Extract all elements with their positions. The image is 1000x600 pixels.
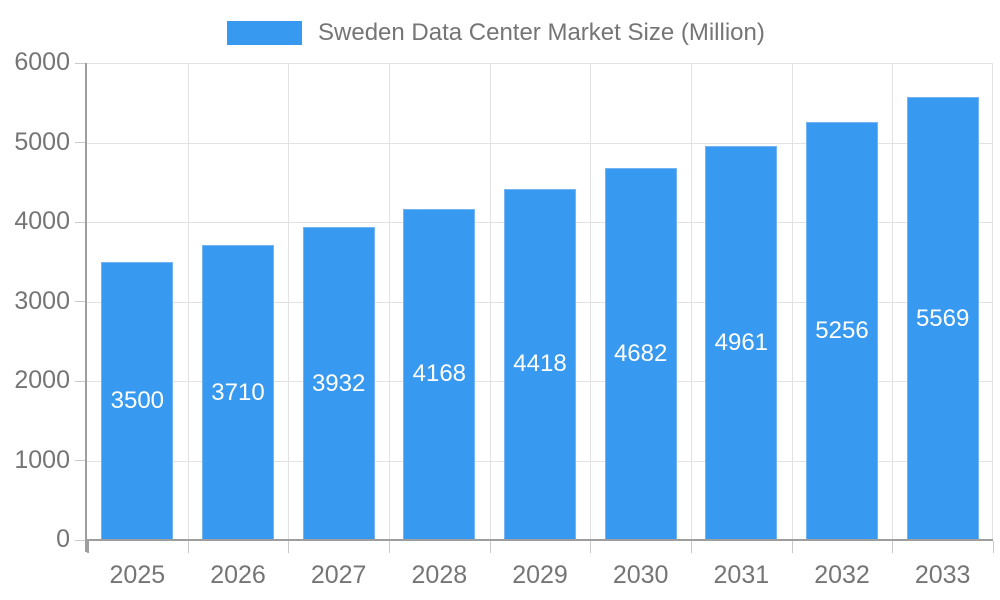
bar-value-label: 4168 [412, 360, 467, 388]
bar: 5569 [906, 97, 979, 540]
gridline-vertical [489, 63, 491, 540]
bar: 4682 [604, 167, 677, 540]
y-tick-mark [75, 380, 87, 382]
x-tick-mark [288, 541, 290, 553]
x-tick-label: 2032 [814, 561, 870, 589]
legend-label[interactable]: Sweden Data Center Market Size (Million) [318, 19, 765, 46]
x-tick-label: 2026 [210, 561, 266, 589]
bar-value-label: 3710 [211, 378, 265, 406]
y-tick-label: 0 [56, 525, 70, 553]
gridline-vertical [992, 63, 993, 540]
y-tick-label: 2000 [14, 366, 70, 394]
bar: 3932 [302, 227, 375, 540]
x-tick-mark [489, 541, 491, 553]
bar: 3710 [202, 245, 274, 540]
bar: 4168 [403, 208, 476, 540]
bar: 3500 [101, 261, 174, 540]
bar-value-label: 5569 [915, 304, 970, 332]
bar: 4961 [705, 145, 778, 540]
x-tick-mark [993, 541, 994, 553]
gridline-vertical [892, 63, 894, 540]
bar-value-label: 4961 [714, 328, 769, 356]
x-tick-mark [590, 541, 592, 553]
legend-swatch[interactable] [227, 21, 302, 45]
gridline-vertical [288, 63, 290, 540]
bar-value-label: 3932 [311, 369, 366, 397]
y-tick-mark [75, 62, 87, 64]
gridline-vertical [590, 63, 592, 540]
bar: 4418 [504, 188, 576, 540]
y-tick-label: 1000 [14, 445, 70, 474]
y-axis-line [85, 63, 87, 552]
gridline-vertical [389, 63, 390, 540]
x-tick-mark [187, 541, 189, 553]
x-tick-mark [892, 541, 894, 553]
y-tick-mark [75, 142, 87, 143]
x-tick-label: 2031 [713, 561, 770, 589]
y-tick-label: 3000 [14, 286, 70, 315]
plot-area: 3500 3710 3932 4168 4418 4682 4961 5256 5569 [87, 63, 993, 540]
x-tick-mark [791, 541, 793, 553]
bar-value-label: 4682 [613, 339, 668, 367]
gridline-vertical [691, 63, 692, 540]
bar: 5256 [806, 122, 878, 540]
x-tick-label: 2029 [512, 561, 568, 589]
y-tick-label: 5000 [14, 127, 70, 156]
y-tick-mark [75, 221, 87, 223]
x-tick-label: 2027 [310, 561, 367, 589]
x-tick-label: 2030 [612, 561, 669, 589]
x-tick-label: 2028 [411, 561, 468, 589]
bar-value-label: 5256 [815, 317, 869, 345]
x-tick-mark [691, 541, 692, 553]
gridline-vertical [791, 63, 793, 540]
x-tick-mark [389, 541, 390, 553]
x-tick-mark [87, 541, 89, 553]
y-tick-label: 4000 [14, 207, 70, 235]
y-tick-label: 6000 [14, 48, 70, 76]
bar-value-label: 4418 [513, 350, 567, 378]
x-tick-label: 2025 [109, 561, 166, 589]
x-axis-line [87, 539, 993, 541]
gridline-horizontal [87, 142, 993, 144]
bar-value-label: 3500 [110, 386, 165, 414]
x-tick-label: 2033 [914, 561, 971, 589]
y-tick-mark [75, 301, 87, 302]
y-tick-mark [75, 460, 87, 461]
gridline-vertical [187, 63, 189, 540]
y-tick-mark [75, 539, 87, 541]
gridline-horizontal [87, 63, 993, 64]
